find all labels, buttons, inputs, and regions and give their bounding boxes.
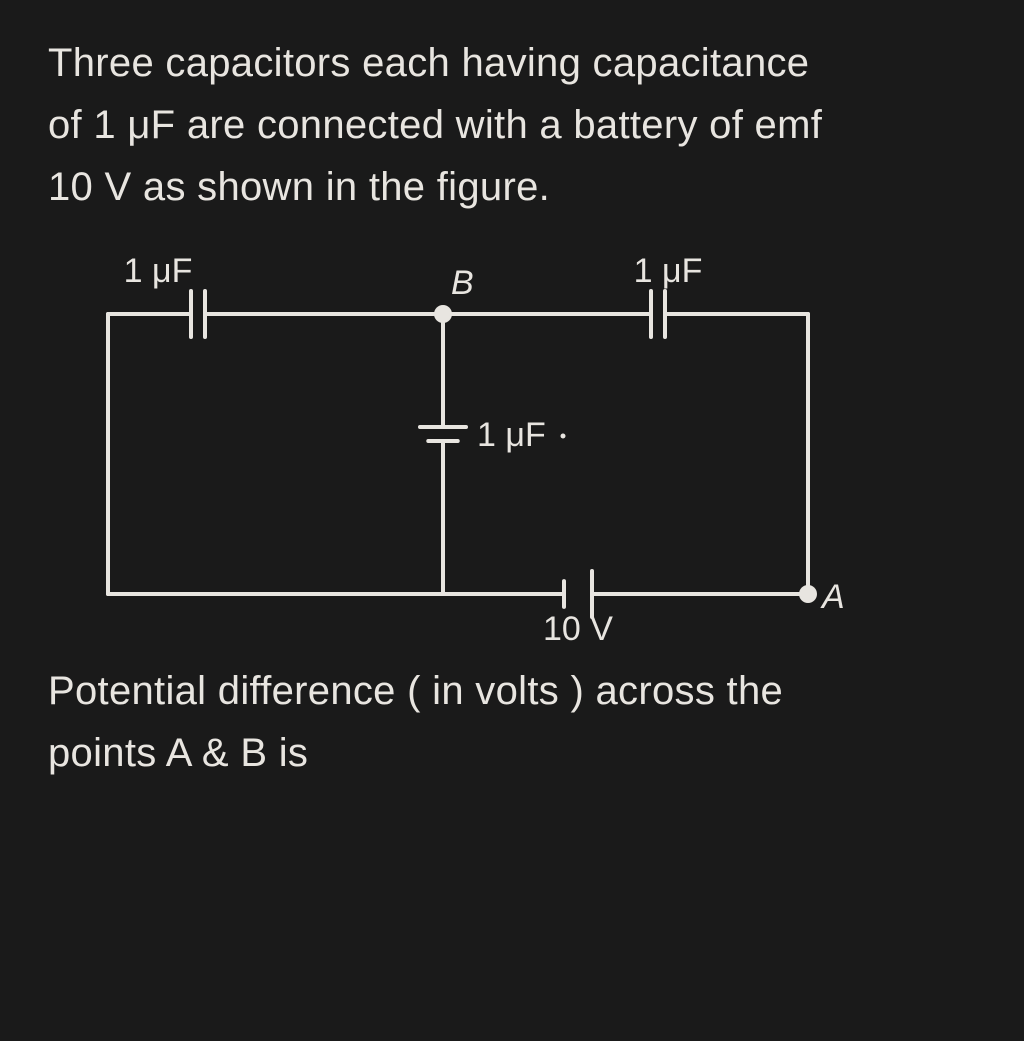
question-text-top: Three capacitors each having capacitance… [48, 32, 976, 218]
node-A-dot [799, 585, 817, 603]
question-line-2: of 1 μF are connected with a battery of … [48, 94, 976, 156]
label-cap-mid-dot [561, 434, 566, 439]
label-node-A: A [820, 578, 845, 616]
question-line-1: Three capacitors each having capacitance [48, 32, 976, 94]
label-cap-left: 1 μF [124, 252, 193, 290]
label-cap-mid: 1 μF [477, 416, 546, 454]
question-text-bottom: Potential difference ( in volts ) across… [48, 660, 976, 784]
question-line-5: points A & B is [48, 722, 976, 784]
node-B-dot [434, 305, 452, 323]
circuit-figure: 1 μF 1 μF B 1 μF 10 V A [48, 224, 976, 654]
label-node-B: B [451, 264, 474, 302]
label-battery: 10 V [543, 610, 613, 648]
circuit-svg: 1 μF 1 μF B 1 μF 10 V A [48, 224, 868, 654]
page-root: Three capacitors each having capacitance… [0, 0, 1024, 1041]
label-cap-right: 1 μF [634, 252, 703, 290]
question-line-3: 10 V as shown in the figure. [48, 156, 976, 218]
question-line-4: Potential difference ( in volts ) across… [48, 660, 976, 722]
